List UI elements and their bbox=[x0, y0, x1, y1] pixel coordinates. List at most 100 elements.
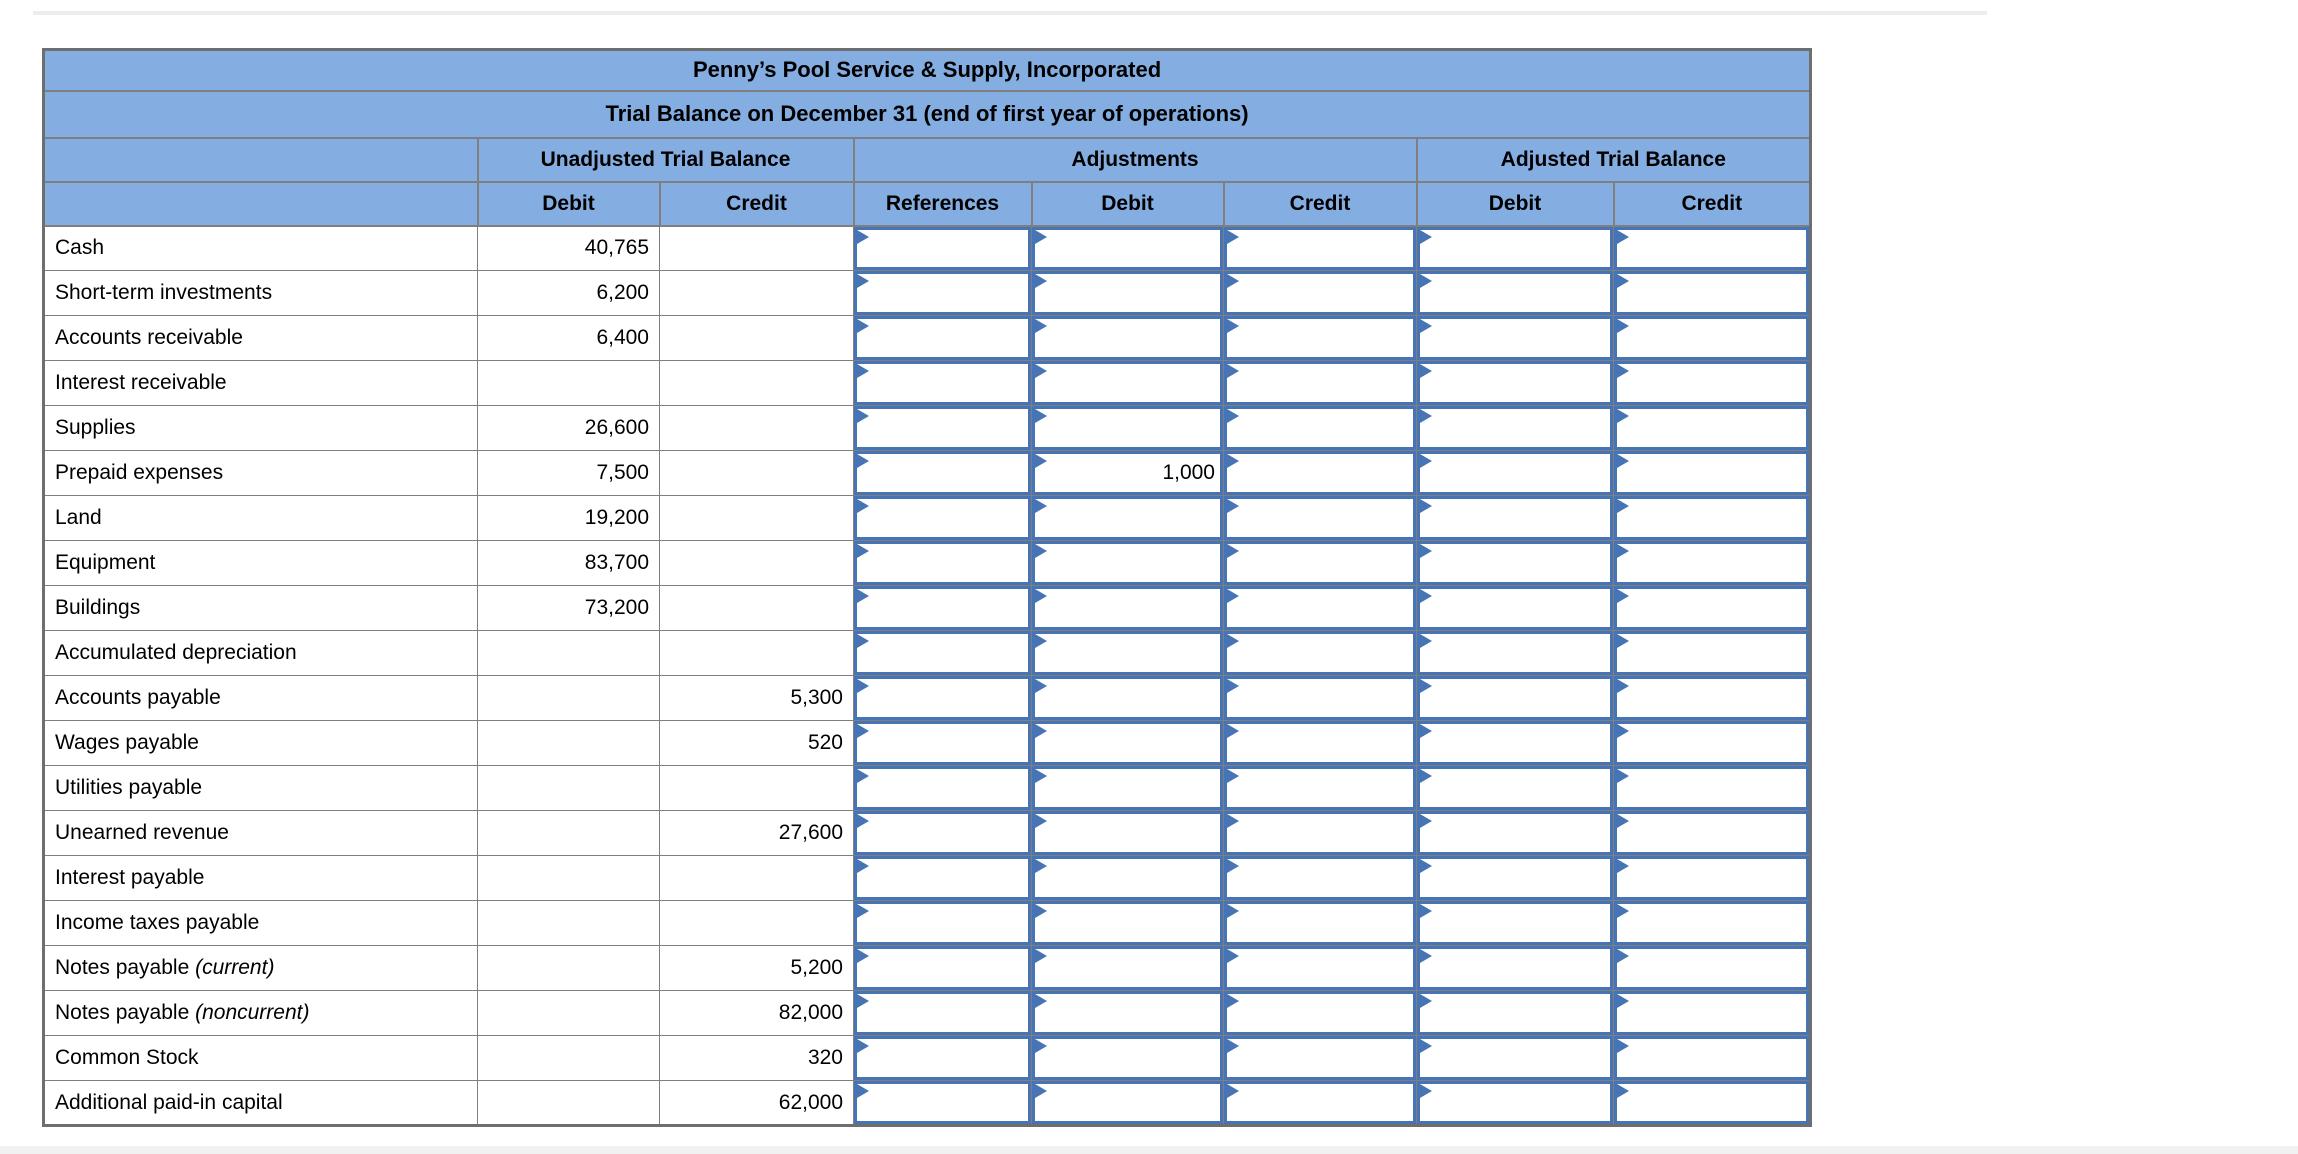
adj-credit-input-cell[interactable] bbox=[1223, 495, 1417, 541]
ref-input-cell[interactable] bbox=[853, 1035, 1032, 1081]
adj-debit-input-cell[interactable] bbox=[1031, 675, 1224, 721]
ref-input-cell[interactable] bbox=[853, 270, 1032, 316]
atb-credit-input-cell[interactable] bbox=[1612, 945, 1812, 991]
adj-credit-input-cell[interactable] bbox=[1223, 630, 1417, 676]
adj-debit-input-cell[interactable] bbox=[1031, 405, 1224, 451]
atb-credit-input-cell[interactable] bbox=[1612, 315, 1812, 361]
atb-credit-input-cell[interactable] bbox=[1612, 810, 1812, 856]
adj-credit-input-cell[interactable] bbox=[1223, 810, 1417, 856]
atb-credit-input-cell[interactable] bbox=[1612, 1035, 1812, 1081]
ref-input-cell[interactable] bbox=[853, 315, 1032, 361]
adj-debit-input-cell[interactable] bbox=[1031, 810, 1224, 856]
atb-debit-input-cell[interactable] bbox=[1416, 945, 1614, 991]
atb-debit-input-cell[interactable] bbox=[1416, 1080, 1614, 1126]
ref-input-cell[interactable] bbox=[853, 720, 1032, 766]
atb-debit-input-cell[interactable] bbox=[1416, 1035, 1614, 1081]
ref-input-cell[interactable] bbox=[853, 585, 1032, 631]
atb-debit-input-cell[interactable] bbox=[1416, 450, 1614, 496]
atb-debit-input-cell[interactable] bbox=[1416, 630, 1614, 676]
ref-input-cell[interactable] bbox=[853, 855, 1032, 901]
adj-debit-input-cell[interactable] bbox=[1031, 855, 1224, 901]
adj-credit-input-cell[interactable] bbox=[1223, 675, 1417, 721]
adj-credit-input-cell[interactable] bbox=[1223, 855, 1417, 901]
ref-input-cell[interactable] bbox=[853, 225, 1032, 271]
atb-debit-input-cell[interactable] bbox=[1416, 765, 1614, 811]
atb-debit-input-cell[interactable] bbox=[1416, 495, 1614, 541]
adj-credit-input-cell[interactable] bbox=[1223, 765, 1417, 811]
ref-input-cell[interactable] bbox=[853, 990, 1032, 1036]
atb-credit-input-cell[interactable] bbox=[1612, 855, 1812, 901]
atb-debit-input-cell[interactable] bbox=[1416, 540, 1614, 586]
ref-input-cell[interactable] bbox=[853, 360, 1032, 406]
adj-debit-input-cell[interactable] bbox=[1031, 360, 1224, 406]
ref-input-cell[interactable] bbox=[853, 405, 1032, 451]
adj-debit-input-cell[interactable] bbox=[1031, 585, 1224, 631]
atb-debit-input-cell[interactable] bbox=[1416, 585, 1614, 631]
ref-input-cell[interactable] bbox=[853, 495, 1032, 541]
adj-credit-input-cell[interactable] bbox=[1223, 1080, 1417, 1126]
adj-credit-input-cell[interactable] bbox=[1223, 540, 1417, 586]
atb-debit-input-cell[interactable] bbox=[1416, 855, 1614, 901]
atb-debit-input-cell[interactable] bbox=[1416, 990, 1614, 1036]
atb-debit-input-cell[interactable] bbox=[1416, 270, 1614, 316]
adj-credit-input-cell[interactable] bbox=[1223, 945, 1417, 991]
ref-input-cell[interactable] bbox=[853, 945, 1032, 991]
atb-debit-input-cell[interactable] bbox=[1416, 360, 1614, 406]
ref-input-cell[interactable] bbox=[853, 810, 1032, 856]
atb-credit-input-cell[interactable] bbox=[1612, 675, 1812, 721]
adj-credit-input-cell[interactable] bbox=[1223, 990, 1417, 1036]
adj-credit-input-cell[interactable] bbox=[1223, 315, 1417, 361]
ref-input-cell[interactable] bbox=[853, 765, 1032, 811]
adj-credit-input-cell[interactable] bbox=[1223, 270, 1417, 316]
atb-credit-input-cell[interactable] bbox=[1612, 585, 1812, 631]
atb-credit-input-cell[interactable] bbox=[1612, 450, 1812, 496]
atb-credit-input-cell[interactable] bbox=[1612, 765, 1812, 811]
ref-input-cell[interactable] bbox=[853, 1080, 1032, 1126]
adj-credit-input-cell[interactable] bbox=[1223, 585, 1417, 631]
ref-input-cell[interactable] bbox=[853, 630, 1032, 676]
atb-credit-input-cell[interactable] bbox=[1612, 720, 1812, 766]
atb-credit-input-cell[interactable] bbox=[1612, 540, 1812, 586]
adj-credit-input-cell[interactable] bbox=[1223, 450, 1417, 496]
atb-credit-input-cell[interactable] bbox=[1612, 990, 1812, 1036]
adj-debit-input-cell[interactable] bbox=[1031, 1080, 1224, 1126]
atb-credit-input-cell[interactable] bbox=[1612, 900, 1812, 946]
adj-credit-input-cell[interactable] bbox=[1223, 360, 1417, 406]
adj-debit-input-cell[interactable] bbox=[1031, 1035, 1224, 1081]
adj-debit-input-cell[interactable] bbox=[1031, 495, 1224, 541]
adj-debit-input-cell[interactable] bbox=[1031, 225, 1224, 271]
adj-debit-input-cell[interactable] bbox=[1031, 270, 1224, 316]
atb-credit-input-cell[interactable] bbox=[1612, 630, 1812, 676]
adj-debit-input-cell[interactable] bbox=[1031, 540, 1224, 586]
adj-debit-input-cell[interactable] bbox=[1031, 900, 1224, 946]
atb-debit-input-cell[interactable] bbox=[1416, 405, 1614, 451]
atb-credit-input-cell[interactable] bbox=[1612, 360, 1812, 406]
atb-credit-input-cell[interactable] bbox=[1612, 270, 1812, 316]
adj-debit-input-cell[interactable] bbox=[1031, 630, 1224, 676]
adj-credit-input-cell[interactable] bbox=[1223, 900, 1417, 946]
adj-credit-input-cell[interactable] bbox=[1223, 1035, 1417, 1081]
ref-input-cell[interactable] bbox=[853, 540, 1032, 586]
atb-credit-input-cell[interactable] bbox=[1612, 225, 1812, 271]
ref-input-cell[interactable] bbox=[853, 675, 1032, 721]
adj-debit-input-cell[interactable] bbox=[1031, 720, 1224, 766]
adj-debit-input-cell[interactable] bbox=[1031, 315, 1224, 361]
atb-debit-input-cell[interactable] bbox=[1416, 720, 1614, 766]
adj-credit-input-cell[interactable] bbox=[1223, 405, 1417, 451]
atb-debit-input-cell[interactable] bbox=[1416, 810, 1614, 856]
adj-debit-input-cell[interactable] bbox=[1031, 990, 1224, 1036]
atb-debit-input-cell[interactable] bbox=[1416, 675, 1614, 721]
atb-debit-input-cell[interactable] bbox=[1416, 225, 1614, 271]
atb-debit-input-cell[interactable] bbox=[1416, 900, 1614, 946]
adj-credit-input-cell[interactable] bbox=[1223, 225, 1417, 271]
atb-debit-input-cell[interactable] bbox=[1416, 315, 1614, 361]
atb-credit-input-cell[interactable] bbox=[1612, 1080, 1812, 1126]
atb-credit-input-cell[interactable] bbox=[1612, 405, 1812, 451]
adj-debit-input-cell[interactable]: 1,000 bbox=[1031, 450, 1224, 496]
atb-credit-input-cell[interactable] bbox=[1612, 495, 1812, 541]
ref-input-cell[interactable] bbox=[853, 900, 1032, 946]
adj-debit-input-cell[interactable] bbox=[1031, 945, 1224, 991]
adj-debit-input-cell[interactable] bbox=[1031, 765, 1224, 811]
ref-input-cell[interactable] bbox=[853, 450, 1032, 496]
adj-credit-input-cell[interactable] bbox=[1223, 720, 1417, 766]
